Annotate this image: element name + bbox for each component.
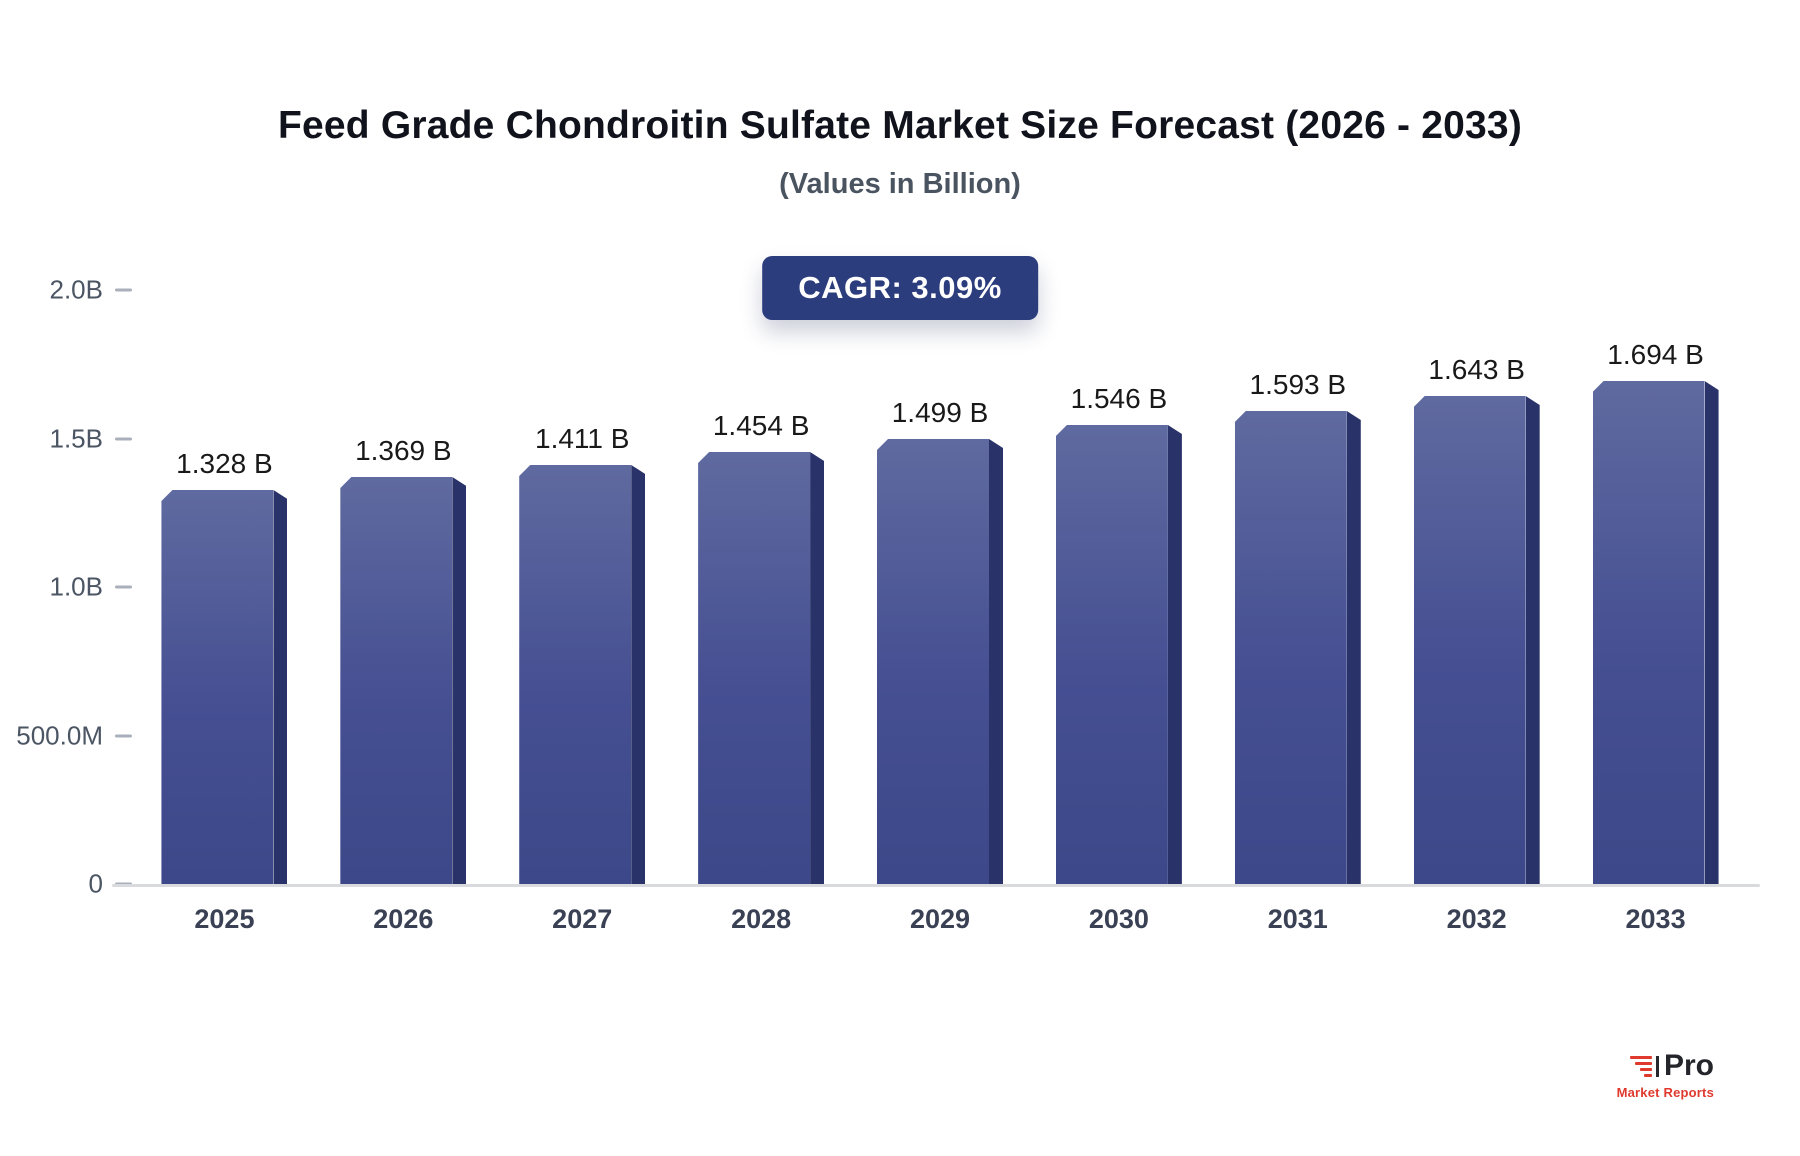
x-axis-label: 2028 (731, 904, 792, 934)
bar-group: 1.411 B 2027 (493, 423, 672, 934)
x-axis-label: 2032 (1446, 904, 1507, 934)
x-axis-label: 2026 (373, 904, 434, 934)
x-axis-label: 2030 (1088, 904, 1149, 934)
y-axis-label: 1.5B (49, 423, 104, 453)
bar-front-face (1055, 425, 1168, 884)
brand-logo-top: Pro (1629, 1049, 1714, 1082)
bar-value-label: 1.694 B (1607, 339, 1704, 370)
logo-lines-icon (1629, 1055, 1659, 1077)
bar-value-label: 1.454 B (712, 410, 810, 441)
bar-value-label: 1.499 B (891, 397, 989, 428)
x-axis-label: 2029 (909, 904, 971, 934)
x-axis-label: 2025 (194, 904, 255, 934)
bar (877, 439, 1003, 884)
bar-front-face (1234, 411, 1347, 884)
bar-front-face (161, 490, 274, 884)
bar (1234, 411, 1361, 884)
bar-value-label: 1.328 B (176, 448, 273, 479)
bars-row: 1.328 B 2025 1.369 B 2026 1.411 B 2027 1.454 B… (135, 339, 1745, 934)
x-axis-label: 2031 (1267, 904, 1328, 934)
bar-value-label: 1.411 B (535, 423, 630, 454)
chart-subtitle: (Values in Billion) (779, 168, 1021, 200)
cagr-badge: CAGR: 3.09% (762, 256, 1038, 320)
bar-side-face (810, 452, 825, 884)
brand-logo: Pro Market Reports (1616, 1049, 1714, 1101)
bar-front-face (1413, 396, 1526, 884)
y-tick-mark (115, 734, 132, 737)
bar (1413, 396, 1540, 884)
y-axis-label: 1.0B (49, 571, 104, 602)
x-axis-label: 2033 (1625, 904, 1686, 934)
bar-front-face (519, 465, 632, 884)
y-tick: 1.0B (0, 572, 132, 603)
bar-side-face (1704, 381, 1719, 884)
bar (1055, 425, 1182, 884)
bar-side-face (273, 490, 288, 884)
bar-value-label: 1.546 B (1070, 383, 1168, 414)
logo-subtext: Market Reports (1616, 1085, 1714, 1100)
bar-group: 1.694 B 2033 (1566, 339, 1745, 934)
y-tick: 500.0M (0, 720, 132, 751)
bar (519, 465, 646, 884)
bar-group: 1.499 B 2029 (851, 397, 1030, 934)
bar-group: 1.546 B 2030 (1029, 383, 1208, 934)
bar-group: 1.454 B 2028 (672, 410, 851, 934)
bar-group: 1.643 B 2032 (1387, 354, 1566, 934)
chart-header: Feed Grade Chondroitin Sulfate Market Si… (0, 104, 1800, 201)
y-axis-label: 500.0M (16, 720, 103, 750)
bar-front-face (698, 452, 811, 884)
x-axis-label: 2027 (552, 904, 613, 934)
bar-value-label: 1.369 B (355, 435, 452, 466)
bar-front-face (877, 439, 989, 884)
bar-group: 1.369 B 2026 (314, 435, 493, 934)
y-tick-mark (115, 437, 132, 440)
bar (161, 490, 288, 884)
y-tick-mark (115, 585, 132, 589)
bar-side-face (631, 465, 646, 884)
x-axis-line (112, 884, 1760, 887)
y-axis-label: 0 (88, 868, 103, 899)
bar (340, 477, 467, 884)
bar-value-label: 1.643 B (1428, 354, 1525, 385)
bar-value-label: 1.593 B (1249, 369, 1347, 400)
bar-group: 1.593 B 2031 (1208, 369, 1387, 934)
bar-front-face (1592, 381, 1705, 884)
y-axis-label: 2.0B (49, 274, 104, 305)
bar-side-face (1167, 425, 1182, 884)
y-tick-mark (115, 288, 132, 292)
y-tick: 2.0B (0, 275, 132, 306)
bar-side-face (1346, 411, 1361, 884)
bar-group: 1.328 B 2025 (135, 448, 314, 934)
bar-side-face (452, 477, 467, 884)
bar-side-face (989, 439, 1003, 884)
bar-side-face (1525, 396, 1540, 884)
y-tick: 1.5B (0, 423, 132, 454)
bar (1592, 381, 1719, 884)
bar (698, 452, 825, 884)
bar-front-face (340, 477, 453, 884)
chart-title: Feed Grade Chondroitin Sulfate Market Si… (277, 104, 1523, 147)
logo-text: Pro (1663, 1049, 1714, 1082)
